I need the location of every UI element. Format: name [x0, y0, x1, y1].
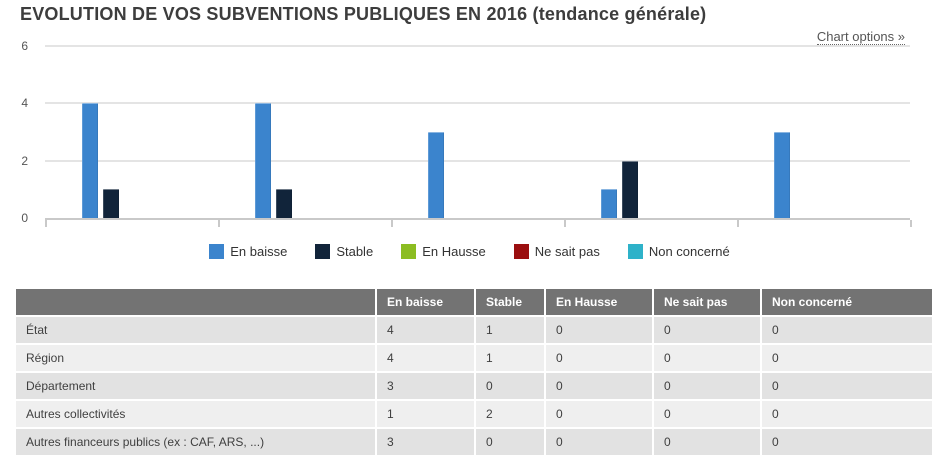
bar-stable	[621, 160, 638, 218]
cell-value: 0	[762, 345, 932, 371]
legend-swatch	[513, 243, 529, 259]
column-header: Ne sait pas	[654, 289, 760, 315]
cell-value: 0	[476, 429, 544, 455]
cell-value: 0	[476, 373, 544, 399]
legend-item-non-concern: Non concerné	[627, 243, 730, 259]
legend-item-en-baisse: En baisse	[209, 243, 288, 259]
legend-item-ne-sait-pas: Ne sait pas	[513, 243, 600, 259]
x-axis-tick	[391, 220, 393, 227]
cell-value: 0	[546, 373, 652, 399]
table-row: Autres financeurs publics (ex : CAF, ARS…	[16, 429, 932, 455]
legend-swatch	[401, 243, 417, 259]
x-axis-tick	[218, 220, 220, 227]
legend-swatch	[627, 243, 643, 259]
cell-value: 0	[546, 345, 652, 371]
table-row: Région 4 1 0 0 0	[16, 345, 932, 371]
bar-en-baisse	[255, 103, 271, 218]
table-row: Département 3 0 0 0 0	[16, 373, 932, 399]
cell-value: 0	[654, 373, 760, 399]
table-header: En baisse Stable En Hausse Ne sait pas Non c…	[16, 289, 932, 315]
legend-label: En baisse	[230, 243, 288, 259]
x-axis-tick	[737, 220, 739, 227]
bar-en-baisse	[774, 132, 790, 218]
cell-value: 0	[546, 317, 652, 343]
cell-value: 1	[476, 317, 544, 343]
legend-label: Stable	[336, 243, 374, 259]
page-title: EVOLUTION DE VOS SUBVENTIONS PUBLIQUES E…	[20, 4, 707, 24]
table-header-row: En baisse Stable En Hausse Ne sait pas Non c…	[16, 289, 932, 315]
row-label: Région	[16, 345, 375, 371]
cell-value: 0	[762, 429, 932, 455]
legend-item-stable: Stable	[315, 243, 374, 259]
legend-item-en-hausse: En Hausse	[401, 243, 486, 259]
x-axis-tick	[564, 220, 566, 227]
cell-value: 3	[377, 373, 474, 399]
row-label: État	[16, 317, 375, 343]
column-header: En Hausse	[546, 289, 652, 315]
chart-options-link[interactable]: Chart options »	[816, 29, 905, 45]
cell-value: 0	[654, 345, 760, 371]
y-axis-label: 2	[21, 153, 28, 168]
legend-swatch	[209, 243, 225, 259]
legend-swatch	[315, 243, 331, 259]
row-label: Autres financeurs publics (ex : CAF, ARS…	[16, 429, 375, 455]
legend-label: Ne sait pas	[534, 243, 600, 259]
table-row: État 4 1 0 0 0	[16, 317, 932, 343]
data-table: En baisse Stable En Hausse Ne sait pas Non c…	[14, 287, 934, 457]
table-row: Autres collectivités 1 2 0 0 0	[16, 401, 932, 427]
y-axis-label: 6	[21, 39, 28, 53]
column-header	[16, 289, 375, 315]
cell-value: 1	[377, 401, 474, 427]
legend-label: Non concerné	[648, 243, 730, 259]
cell-value: 1	[476, 345, 544, 371]
bar-stable	[102, 189, 119, 218]
y-axis: 0 2 4 6	[0, 39, 34, 230]
cell-value: 0	[762, 317, 932, 343]
table-body: État 4 1 0 0 0 Région 4 1 0 0 0 Département 3 0 0 0 0 Autr…	[16, 317, 932, 455]
cell-value: 0	[654, 401, 760, 427]
bar-en-baisse	[601, 189, 617, 218]
chart-legend: En baisse Stable En Hausse Ne sait pas Non c…	[0, 241, 939, 261]
bar-stable	[275, 189, 292, 218]
cell-value: 2	[476, 401, 544, 427]
cell-value: 4	[377, 345, 474, 371]
cell-value: 0	[654, 429, 760, 455]
row-label: Autres collectivités	[16, 401, 375, 427]
y-axis-label: 0	[21, 211, 28, 225]
bar-en-baisse	[82, 103, 98, 218]
cell-value: 0	[762, 373, 932, 399]
column-header: Non concerné	[762, 289, 932, 315]
column-header: En baisse	[377, 289, 474, 315]
cell-value: 4	[377, 317, 474, 343]
cell-value: 0	[546, 401, 652, 427]
cell-value: 3	[377, 429, 474, 455]
gridline	[45, 159, 910, 162]
cell-value: 0	[654, 317, 760, 343]
column-header: Stable	[476, 289, 544, 315]
legend-label: En Hausse	[422, 243, 486, 259]
cell-value: 0	[546, 429, 652, 455]
bar-chart: 0 2 4 6	[0, 39, 939, 230]
gridline	[45, 102, 910, 105]
data-table-wrap: En baisse Stable En Hausse Ne sait pas Non c…	[14, 287, 934, 457]
bar-en-baisse	[428, 132, 444, 218]
gridline	[45, 45, 910, 47]
row-label: Département	[16, 373, 375, 399]
y-axis-label: 4	[21, 96, 28, 111]
plot-area	[45, 45, 910, 220]
cell-value: 0	[762, 401, 932, 427]
x-axis-tick	[910, 220, 912, 227]
x-axis-tick	[45, 220, 47, 227]
